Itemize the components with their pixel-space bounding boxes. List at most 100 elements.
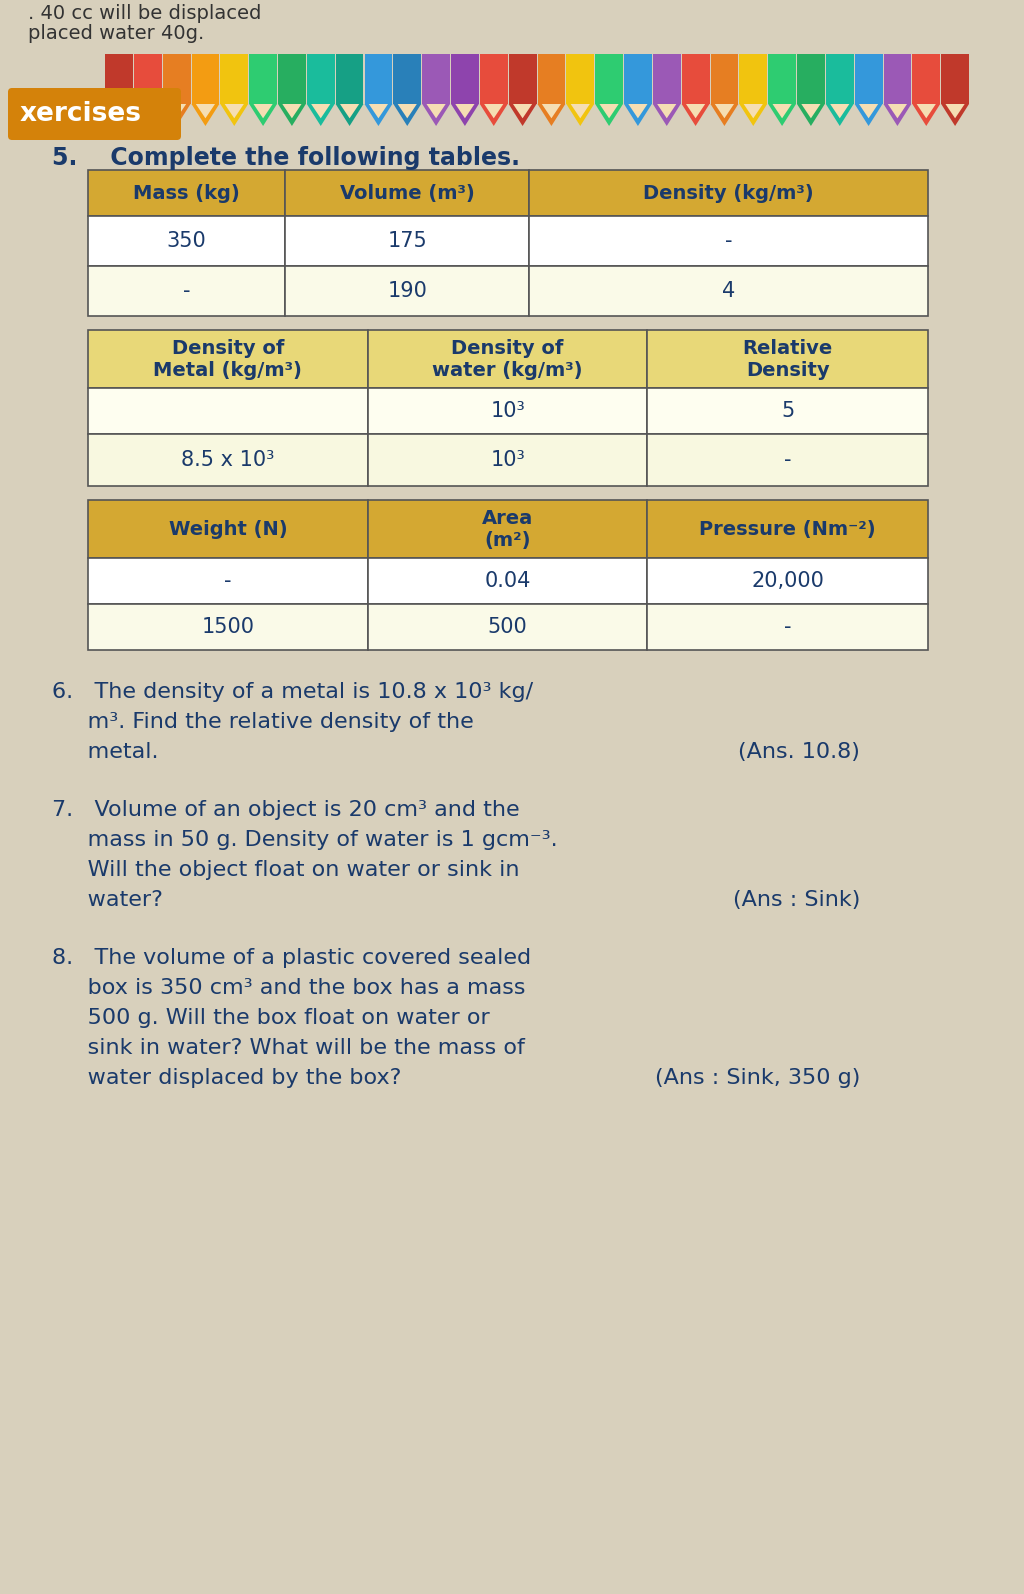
Polygon shape [110,104,128,118]
Polygon shape [278,54,306,104]
Bar [368,501,647,558]
Polygon shape [566,54,594,104]
Polygon shape [336,54,364,104]
Text: 1500: 1500 [202,617,254,638]
Text: 6.   The density of a metal is 10.8 x 10³ kg/: 6. The density of a metal is 10.8 x 10³ … [52,682,534,701]
Polygon shape [830,104,849,118]
Text: Will the object float on water or sink in: Will the object float on water or sink i… [52,861,519,880]
Text: Mass (kg): Mass (kg) [133,183,240,202]
Bar [647,501,928,558]
Polygon shape [653,104,681,126]
Text: 350: 350 [167,231,207,250]
Text: 20,000: 20,000 [752,571,824,591]
Polygon shape [134,104,162,126]
Text: Density of
water (kg/m³): Density of water (kg/m³) [432,338,583,379]
Text: 5: 5 [781,402,795,421]
Polygon shape [283,104,301,118]
Text: (Ans : Sink, 350 g): (Ans : Sink, 350 g) [654,1068,860,1089]
Bar [88,604,368,650]
Polygon shape [888,104,907,118]
Bar [88,330,368,387]
Polygon shape [220,54,248,104]
Polygon shape [768,54,796,104]
Text: 8.5 x 10³: 8.5 x 10³ [181,450,274,470]
Polygon shape [945,104,965,118]
Text: -: - [784,617,792,638]
Polygon shape [624,104,652,126]
Polygon shape [105,54,133,104]
Polygon shape [884,54,911,104]
Polygon shape [196,104,215,118]
Polygon shape [456,104,474,118]
Polygon shape [307,54,335,104]
Text: 0.04: 0.04 [484,571,530,591]
Polygon shape [599,104,618,118]
Polygon shape [566,104,594,126]
Polygon shape [797,104,825,126]
Bar [88,266,286,316]
Polygon shape [369,104,388,118]
Polygon shape [278,104,306,126]
Text: -: - [183,281,190,301]
Polygon shape [715,104,734,118]
Text: 5.    Complete the following tables.: 5. Complete the following tables. [52,147,520,171]
Text: xercises: xercises [20,100,142,128]
Polygon shape [220,104,248,126]
Polygon shape [397,104,417,118]
Polygon shape [163,54,190,104]
Polygon shape [105,104,133,126]
Text: Pressure (Nm⁻²): Pressure (Nm⁻²) [699,520,877,539]
Text: water displaced by the box?: water displaced by the box? [52,1068,401,1089]
Bar [529,171,928,217]
Polygon shape [509,54,537,104]
Polygon shape [797,54,825,104]
Bar [88,171,286,217]
Polygon shape [191,104,219,126]
Text: box is 350 cm³ and the box has a mass: box is 350 cm³ and the box has a mass [52,979,525,998]
Text: sink in water? What will be the mass of: sink in water? What will be the mass of [52,1038,525,1058]
Polygon shape [191,54,219,104]
Polygon shape [825,104,854,126]
Bar [368,434,647,486]
Polygon shape [167,104,186,118]
Text: -: - [725,231,732,250]
Text: -: - [784,450,792,470]
Text: Area
(m²): Area (m²) [482,508,534,550]
Text: 10³: 10³ [490,402,525,421]
Polygon shape [884,104,911,126]
Polygon shape [743,104,763,118]
Bar [529,217,928,266]
Text: Density of
Metal (kg/m³): Density of Metal (kg/m³) [154,338,302,379]
Text: water?: water? [52,889,163,910]
Polygon shape [422,54,450,104]
Text: 8.   The volume of a plastic covered sealed: 8. The volume of a plastic covered seale… [52,948,531,968]
Polygon shape [912,54,940,104]
Text: Relative
Density: Relative Density [742,338,833,379]
Polygon shape [912,104,940,126]
Polygon shape [513,104,532,118]
Polygon shape [451,54,479,104]
Polygon shape [340,104,359,118]
Bar [88,501,368,558]
Polygon shape [772,104,792,118]
Polygon shape [711,104,738,126]
Text: metal.: metal. [52,741,159,762]
Polygon shape [595,104,623,126]
Polygon shape [859,104,879,118]
Polygon shape [451,104,479,126]
Polygon shape [484,104,504,118]
Polygon shape [855,54,883,104]
Text: 500 g. Will the box float on water or: 500 g. Will the box float on water or [52,1007,489,1028]
Polygon shape [802,104,820,118]
Bar [647,604,928,650]
Polygon shape [739,104,767,126]
Text: 500: 500 [487,617,527,638]
Polygon shape [480,54,508,104]
Polygon shape [768,104,796,126]
Polygon shape [855,104,883,126]
Text: 10³: 10³ [490,450,525,470]
Polygon shape [682,104,710,126]
Polygon shape [595,54,623,104]
Polygon shape [629,104,647,118]
Polygon shape [254,104,272,118]
